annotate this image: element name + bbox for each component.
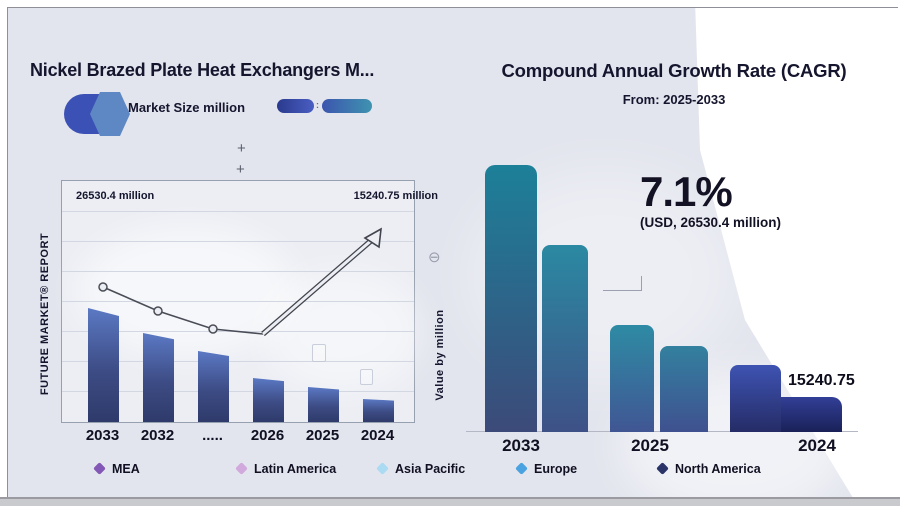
end-value-label: 15240.75 [788,372,855,389]
x-tick-label: ..... [202,427,223,444]
trend-overlay [98,227,382,337]
plus-icon: + [236,161,245,178]
plus-icon: + [237,140,246,157]
legend-label: Europe [534,462,578,476]
cagr-detail: (USD, 26530.4 million) [640,215,782,230]
slide-border-left [7,7,8,498]
x-tick-label: 2024 [360,427,395,444]
market-size-bar [143,333,174,422]
market-size-bar [198,351,229,422]
value-label-2024: 15240.75 million [353,190,438,202]
minus-circle-icon: ⊖ [428,249,441,266]
cagr-bar [485,165,537,432]
gridline [62,301,414,302]
trend-markers [98,282,218,334]
ratio-pills-icon: : [277,99,372,114]
value-label-2033: 26530.4 million [76,190,155,202]
right-chart-subtitle: From: 2025-2033 [622,92,726,107]
trend-marker [153,306,163,316]
market-size-chart: 26530.4 million 15240.75 million [61,180,438,423]
diamond-icon [515,462,528,475]
cagr-bar [542,245,588,432]
pill-teal-icon [322,99,372,113]
legend-label: North America [675,462,761,476]
gridline [62,391,414,392]
right-chart-title: Compound Annual Growth Rate (CAGR) [501,60,847,81]
left-chart-title: Nickel Brazed Plate Heat Exchangers M... [30,60,375,80]
x-tick-label: 2033 [85,427,120,444]
cagr-bar [660,346,708,432]
cagr-bar [781,397,842,432]
cagr-bar [610,325,654,432]
x-tick-label: 2032 [140,427,175,444]
market-size-bar [88,308,119,422]
growth-arrow-icon [261,227,382,337]
diamond-icon [93,462,106,475]
bottom-edge-strip [0,499,900,506]
x-tick-label: 2025 [305,427,340,444]
gridline [62,361,414,362]
arrow-shaft-inner [262,237,374,336]
legend-label: Latin America [254,462,337,476]
clipboard-watermark-icon [360,369,373,385]
y-axis-label: Value by million [434,309,446,401]
gridline [62,241,414,242]
hexagon-cylinder-icon [64,92,130,136]
x-tick-label: 2026 [250,427,285,444]
legend-label: MEA [112,462,140,476]
gridline [62,271,414,272]
region-legend: MEA Latin America Asia Pacific Europe North … [0,460,900,486]
pill-blue-icon [277,99,314,113]
market-size-bar [253,378,284,422]
cagr-chart [470,150,865,432]
diamond-icon [376,462,389,475]
market-size-xlabels: 2033 2032..... 2026 2025 2024 [61,427,415,445]
infographic-slide: Nickel Brazed Plate Heat Exchangers M...… [0,7,900,506]
arrow-head [363,227,382,249]
diamond-icon [656,462,669,475]
ratio-separator: : [316,100,319,110]
cagr-xlabels: 2033 2025 2024 [470,436,865,456]
brand-watermark: FUTURE MARKET® REPORT [39,232,51,396]
x-tick-label: 2033 [502,436,540,455]
slide-border-bottom [0,497,900,499]
trend-line [102,286,264,335]
step-line-decoration [603,276,642,291]
diamond-icon [235,462,248,475]
market-size-legend-label: Market Size million [128,100,246,115]
gridline [62,211,414,212]
x-tick-label: 2025 [631,436,669,455]
cagr-bar [730,365,781,432]
slide-border-top [7,7,898,8]
x-tick-label: 2024 [798,436,836,455]
trend-marker [208,324,218,334]
market-size-bar [363,399,394,422]
legend-label: Asia Pacific [395,462,466,476]
clipboard-watermark-icon [312,344,326,362]
trend-marker [98,282,108,292]
market-size-bar [308,387,339,422]
cagr-value: 7.1% [640,168,733,215]
